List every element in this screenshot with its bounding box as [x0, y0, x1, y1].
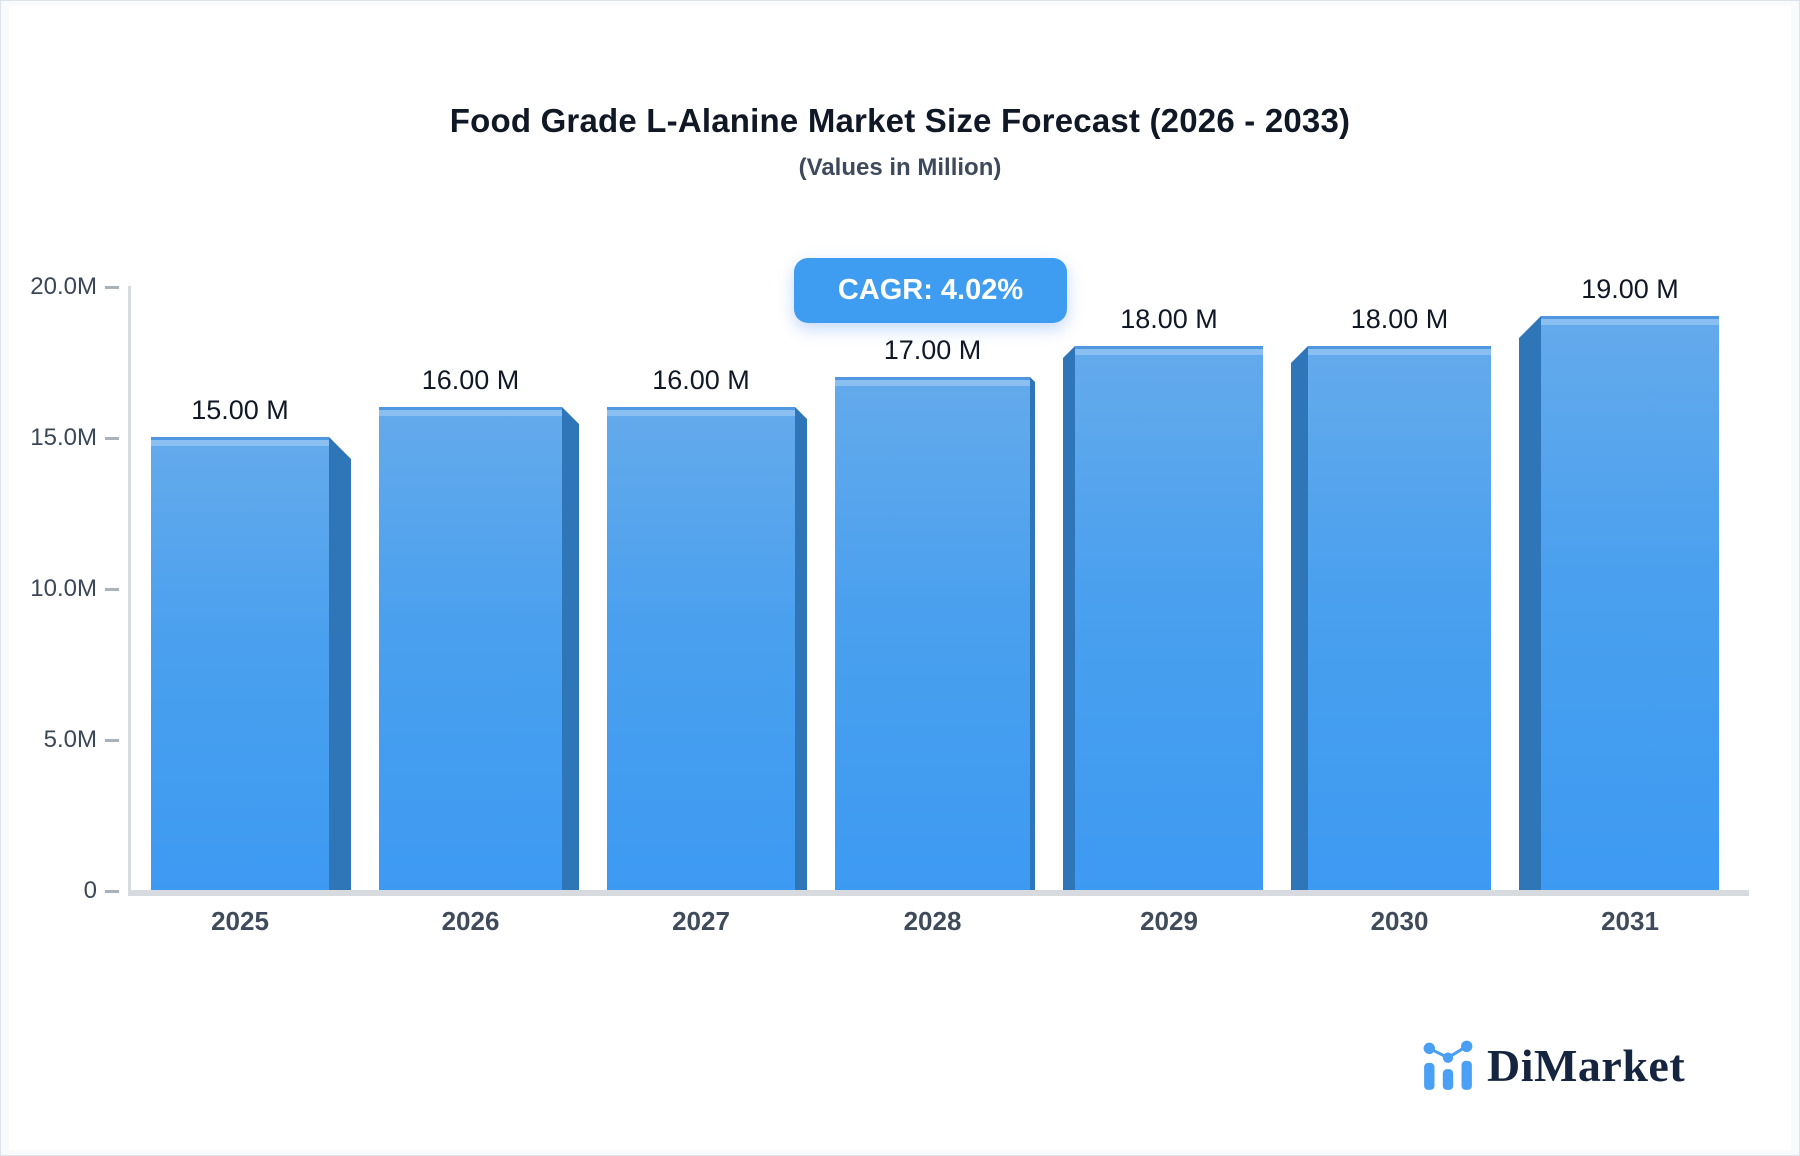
y-axis-tick	[105, 890, 119, 893]
x-axis-label-2026: 2026	[441, 906, 500, 936]
dimarket-logo[interactable]: DiMarket	[1421, 1038, 1685, 1092]
mini-bar-line-chart-icon	[1421, 1038, 1475, 1092]
bar-2029	[1075, 346, 1263, 890]
y-axis-tick	[105, 286, 119, 289]
bar-2031	[1541, 316, 1719, 890]
bar-side-2031	[1519, 316, 1541, 890]
y-axis-tick	[105, 437, 119, 440]
bar-value-label-2026: 16.00 M	[421, 365, 520, 395]
dimarket-logo-text: DiMarket	[1487, 1039, 1686, 1091]
x-axis-baseline	[128, 890, 1749, 896]
bar-side-2027	[795, 407, 807, 890]
bar-2026	[379, 407, 562, 890]
chart-card: Food Grade L-Alanine Market Size Forecas…	[9, 6, 1791, 1150]
cagr-badge-label: CAGR: 4.02%	[837, 274, 1024, 306]
y-axis-line	[128, 286, 131, 893]
x-axis-label-2030: 2030	[1370, 906, 1429, 936]
y-axis-tick-label: 15.0M	[30, 424, 97, 451]
bar-value-label-2031: 19.00 M	[1581, 274, 1679, 304]
y-axis-tick-label: 20.0M	[30, 273, 97, 300]
chart-title: Food Grade L-Alanine Market Size Forecas…	[449, 102, 1351, 139]
y-axis-tick-label: 10.0M	[30, 575, 97, 602]
cagr-badge: CAGR: 4.02%	[794, 258, 1067, 323]
bar-2025	[151, 437, 329, 890]
bar-value-label-2029: 18.00 M	[1120, 304, 1218, 334]
x-axis-label-2029: 2029	[1140, 906, 1198, 936]
bar-value-label-2025: 15.00 M	[191, 395, 289, 425]
bar-side-2025	[329, 437, 351, 890]
bar-2030	[1308, 346, 1491, 890]
bar-side-2026	[562, 407, 579, 890]
chart-subtitle: (Values in Million)	[798, 154, 1002, 181]
y-axis-tick-label: 5.0M	[43, 726, 97, 753]
y-axis-tick	[105, 739, 119, 742]
bar-2027	[607, 407, 795, 890]
bar-value-label-2030: 18.00 M	[1350, 304, 1449, 334]
x-axis-label-2031: 2031	[1601, 906, 1659, 936]
bar-side-2030	[1291, 346, 1308, 890]
bar-side-2028	[1030, 377, 1035, 890]
x-axis-label-2027: 2027	[672, 906, 730, 936]
bar-value-label-2028: 17.00 M	[883, 335, 982, 365]
x-axis-label-2028: 2028	[903, 906, 962, 936]
bar-side-2029	[1063, 346, 1075, 890]
x-axis-label-2025: 2025	[211, 906, 269, 936]
y-axis-tick-label: 0	[83, 877, 97, 904]
bar-value-label-2027: 16.00 M	[652, 365, 750, 395]
y-axis-tick	[105, 588, 119, 591]
bar-2028	[835, 377, 1030, 890]
